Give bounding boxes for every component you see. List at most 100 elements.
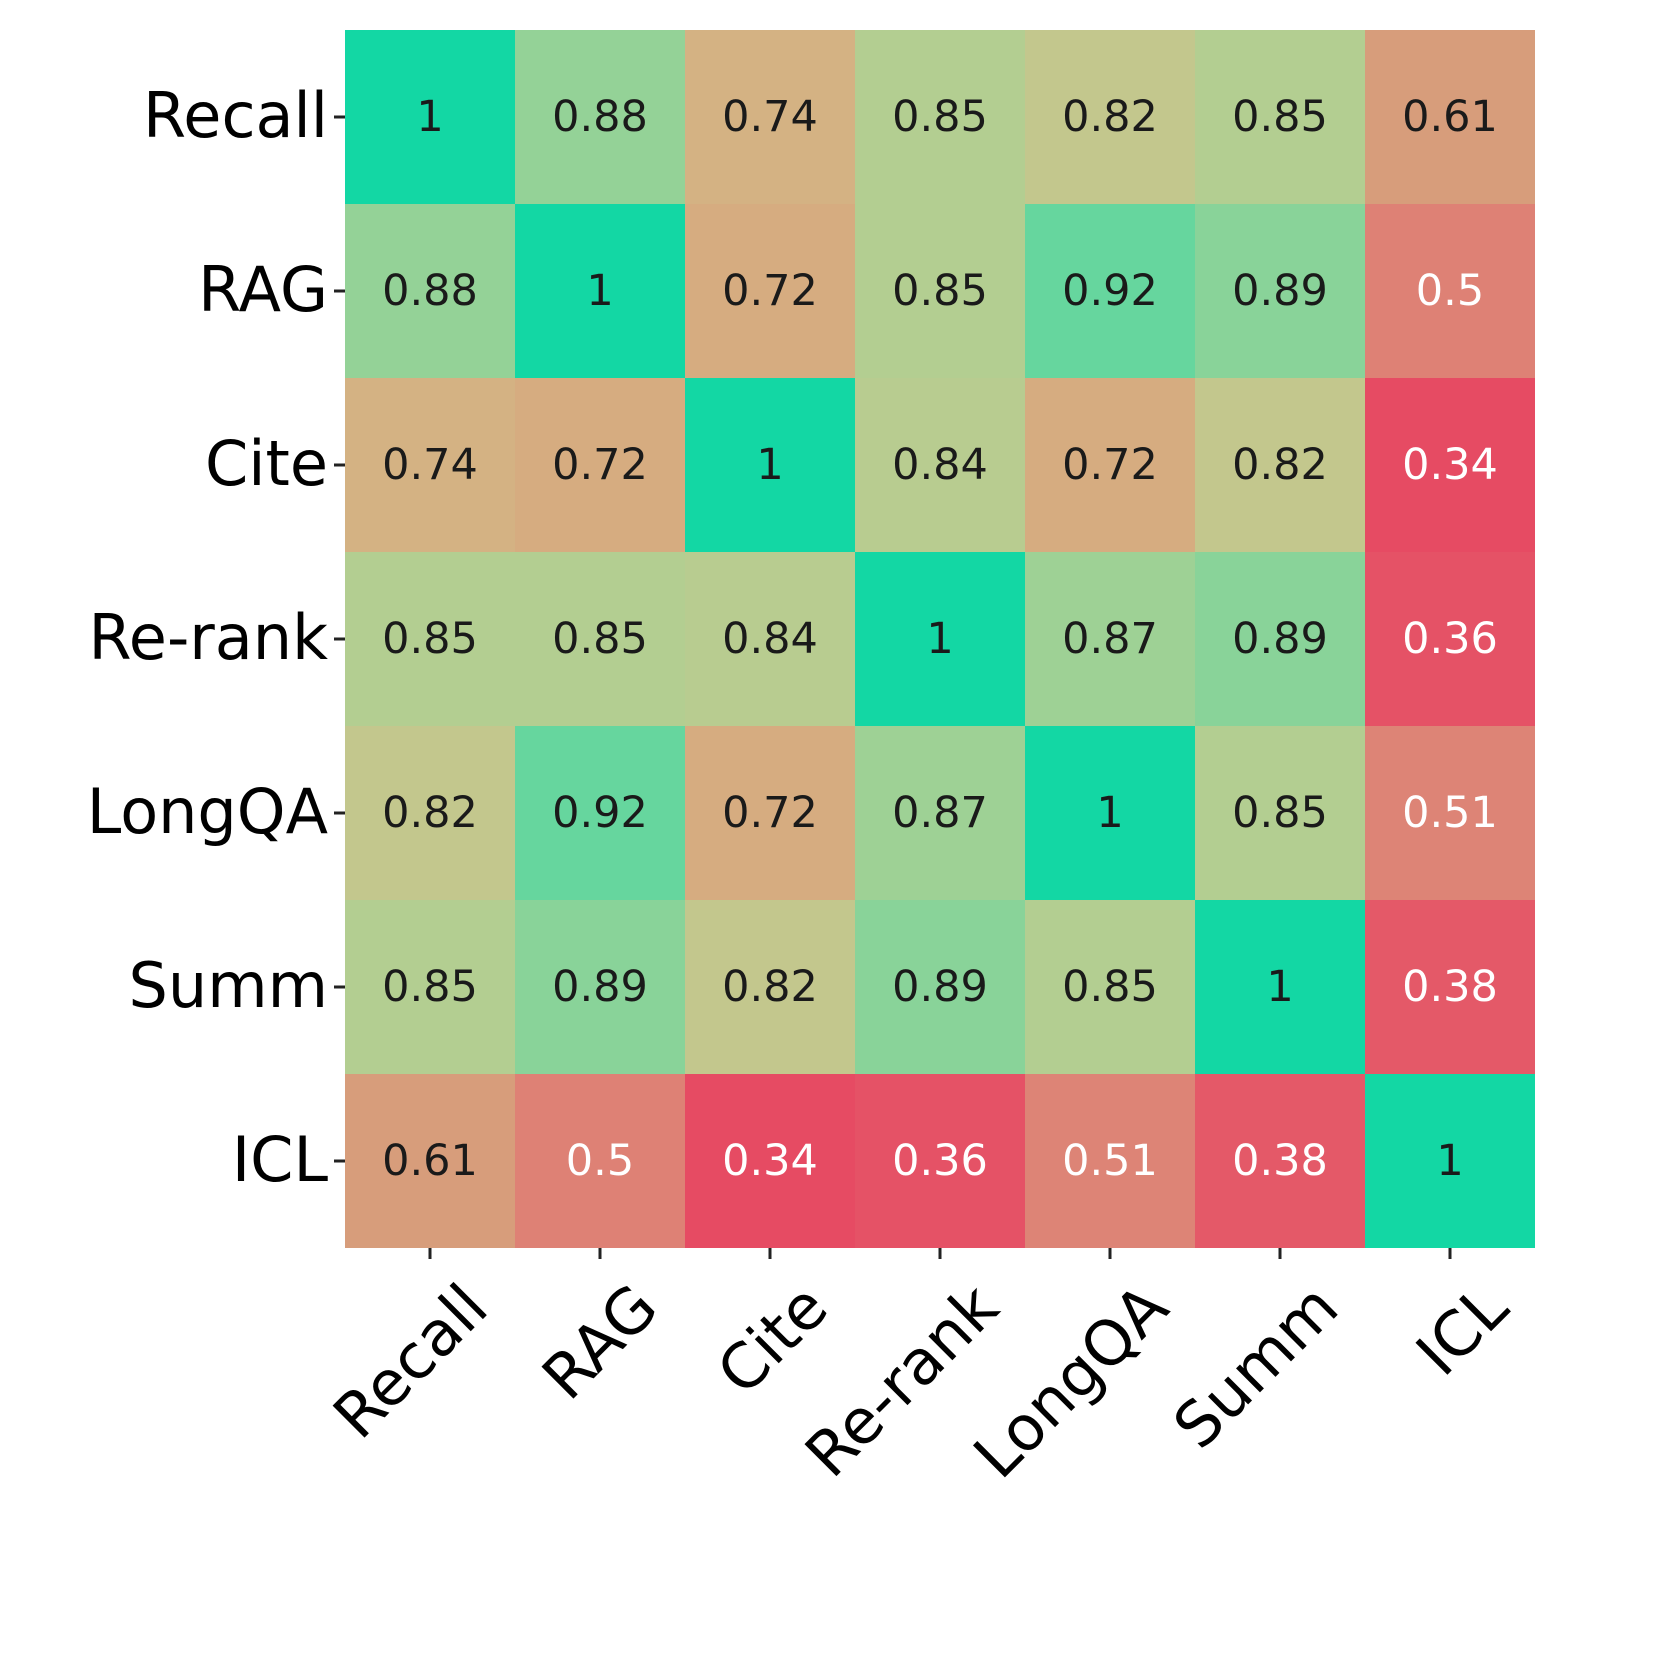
heatmap-cell: 0.92 [1025, 204, 1195, 378]
cell-value: 0.34 [1402, 439, 1498, 490]
cell-value: 0.88 [382, 265, 478, 316]
row-label: Re-rank [88, 601, 329, 675]
row-label: Recall [143, 79, 328, 153]
heatmap-cell: 0.87 [855, 726, 1025, 900]
col-label: Cite [703, 1270, 842, 1409]
heatmap-cell: 0.36 [855, 1074, 1025, 1248]
row-label: Cite [205, 427, 328, 501]
heatmap-cell: 1 [855, 552, 1025, 726]
heatmap-cell: 0.85 [1195, 30, 1365, 204]
heatmap-cell: 0.72 [515, 378, 685, 552]
row-label: LongQA [86, 775, 328, 849]
cell-value: 0.85 [1232, 787, 1328, 838]
heatmap-cell: 0.38 [1195, 1074, 1365, 1248]
heatmap-cell: 0.72 [1025, 378, 1195, 552]
heatmap-cell: 0.38 [1365, 900, 1535, 1074]
y-tick [334, 463, 345, 467]
heatmap-cell: 1 [515, 204, 685, 378]
heatmap-cell: 1 [1365, 1074, 1535, 1248]
col-label: ICL [1402, 1270, 1522, 1390]
cell-value: 0.5 [565, 1135, 635, 1186]
cell-value: 0.51 [1402, 787, 1498, 838]
cell-value: 0.34 [722, 1135, 818, 1186]
row-label: ICL [231, 1123, 328, 1197]
y-tick [334, 115, 345, 119]
cell-value: 1 [586, 265, 614, 316]
cell-value: 0.84 [722, 613, 818, 664]
heatmap-cell: 0.61 [345, 1074, 515, 1248]
y-tick [334, 637, 345, 641]
cell-value: 1 [416, 91, 444, 142]
cell-value: 0.38 [1402, 961, 1498, 1012]
heatmap-cell: 0.34 [685, 1074, 855, 1248]
heatmap-cell: 0.89 [1195, 552, 1365, 726]
cell-value: 0.82 [1232, 439, 1328, 490]
cell-value: 1 [926, 613, 954, 664]
y-tick [334, 289, 345, 293]
heatmap-cell: 0.82 [1025, 30, 1195, 204]
cell-value: 1 [1266, 961, 1294, 1012]
cell-value: 0.87 [1062, 613, 1158, 664]
cell-value: 0.89 [1232, 265, 1328, 316]
heatmap-cell: 0.5 [1365, 204, 1535, 378]
heatmap-cell: 0.89 [855, 900, 1025, 1074]
cell-value: 0.82 [1062, 91, 1158, 142]
cell-value: 0.61 [382, 1135, 478, 1186]
col-label: Recall [319, 1270, 502, 1453]
cell-value: 1 [1436, 1135, 1464, 1186]
cell-value: 0.89 [552, 961, 648, 1012]
col-label: Summ [1158, 1270, 1352, 1463]
cell-value: 0.82 [382, 787, 478, 838]
heatmap-cell: 0.72 [685, 204, 855, 378]
heatmap-cell: 0.85 [515, 552, 685, 726]
heatmap-cell: 0.51 [1025, 1074, 1195, 1248]
heatmap-cell: 0.85 [855, 204, 1025, 378]
heatmap-cell: 0.88 [515, 30, 685, 204]
cell-value: 0.85 [382, 961, 478, 1012]
cell-value: 0.85 [892, 91, 988, 142]
cell-value: 0.51 [1062, 1135, 1158, 1186]
cell-value: 0.72 [722, 787, 818, 838]
cell-value: 0.87 [892, 787, 988, 838]
heatmap-cell: 0.82 [345, 726, 515, 900]
heatmap-cell: 0.84 [685, 552, 855, 726]
cell-value: 0.5 [1415, 265, 1485, 316]
cell-value: 0.88 [552, 91, 648, 142]
cell-value: 0.85 [382, 613, 478, 664]
cell-value: 0.85 [1232, 91, 1328, 142]
heatmap-cell: 1 [1025, 726, 1195, 900]
heatmap-cell: 0.89 [515, 900, 685, 1074]
cell-value: 0.85 [892, 265, 988, 316]
cell-value: 0.36 [1402, 613, 1498, 664]
cell-value: 0.74 [382, 439, 478, 490]
heatmap-cell: 0.51 [1365, 726, 1535, 900]
heatmap-cell: 0.85 [1025, 900, 1195, 1074]
cell-value: 0.84 [892, 439, 988, 490]
y-tick [334, 1159, 345, 1163]
x-tick [1108, 1248, 1112, 1259]
heatmap-cell: 0.74 [345, 378, 515, 552]
cell-value: 0.85 [552, 613, 648, 664]
heatmap-cell: 1 [345, 30, 515, 204]
cell-value: 0.89 [892, 961, 988, 1012]
cell-value: 0.72 [1062, 439, 1158, 490]
heatmap-cell: 0.85 [345, 552, 515, 726]
row-label: Summ [128, 949, 328, 1023]
x-tick [428, 1248, 432, 1259]
heatmap-cell: 0.88 [345, 204, 515, 378]
cell-value: 0.36 [892, 1135, 988, 1186]
y-tick [334, 811, 345, 815]
heatmap-cell: 0.89 [1195, 204, 1365, 378]
heatmap-cell: 1 [685, 378, 855, 552]
cell-value: 0.61 [1402, 91, 1498, 142]
heatmap-cell: 0.5 [515, 1074, 685, 1248]
x-tick [768, 1248, 772, 1259]
cell-value: 0.74 [722, 91, 818, 142]
heatmap-cell: 0.36 [1365, 552, 1535, 726]
x-tick [1278, 1248, 1282, 1259]
heatmap-grid: 1 0.88 0.74 0.85 0.82 0.85 0.61 0.88 1 0.72 0.85 0.… [345, 30, 1535, 1248]
cell-value: 0.72 [722, 265, 818, 316]
y-tick [334, 985, 345, 989]
cell-value: 0.72 [552, 439, 648, 490]
